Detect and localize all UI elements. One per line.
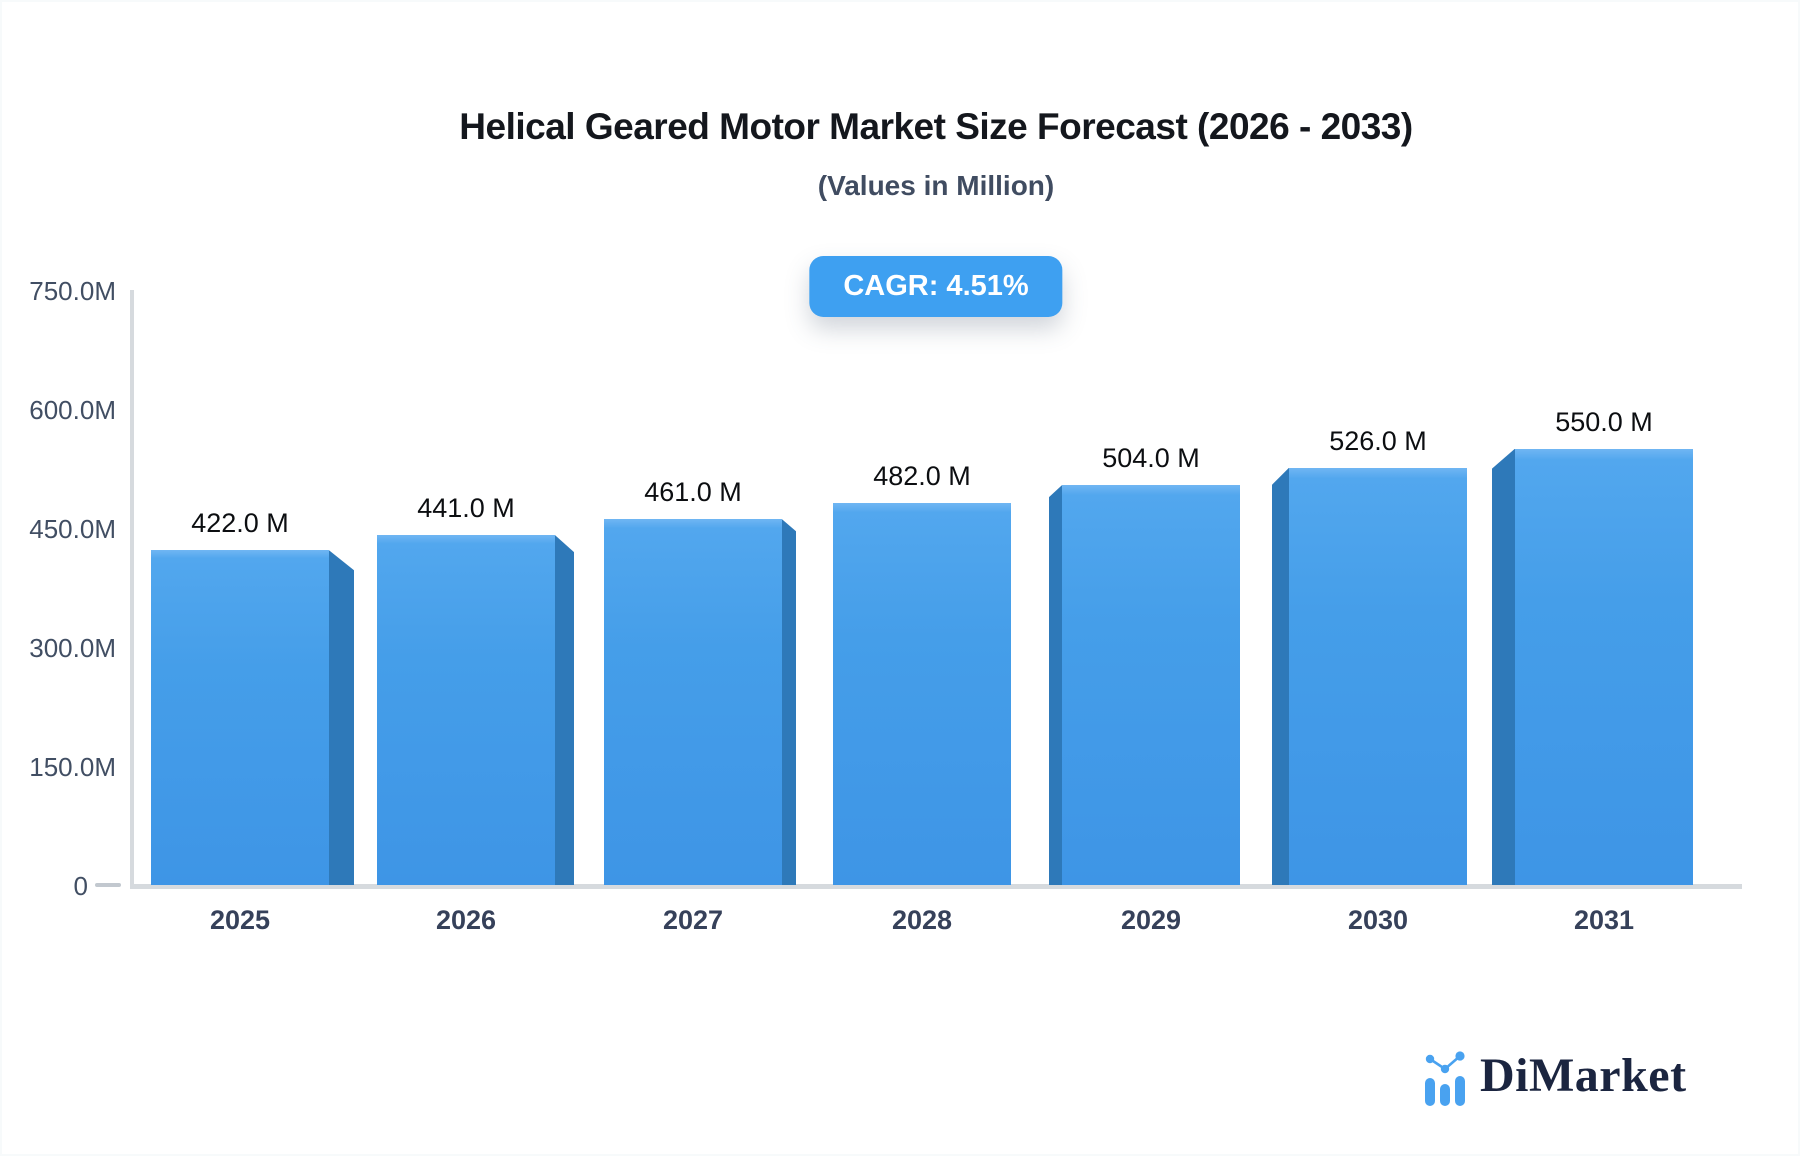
chart-subtitle: (Values in Million): [817, 170, 1055, 201]
brand-name: DiMarket: [1480, 1049, 1687, 1102]
bar-3d-side-2026: [555, 535, 574, 885]
y-axis-tick-label: 300.0M: [29, 633, 116, 663]
bar-value-label: 482.0 M: [873, 460, 971, 491]
y-axis-line: [130, 290, 134, 885]
zero-tick-mark: [95, 883, 121, 887]
bar-2029[interactable]: [1062, 485, 1240, 885]
bar-value-label: 461.0 M: [644, 477, 742, 508]
dimarket-logo-icon: [1425, 1051, 1465, 1106]
bar-2031[interactable]: [1515, 448, 1693, 885]
bar-2025[interactable]: [151, 550, 329, 885]
y-axis-tick-label: 450.0M: [29, 514, 116, 544]
y-axis-tick-label: 600.0M: [29, 395, 116, 425]
bar-2027[interactable]: [604, 519, 782, 885]
y-axis-tick-label: 150.0M: [29, 752, 116, 782]
x-axis-label-2026: 2026: [435, 905, 497, 935]
bar-3d-side-2027: [782, 519, 796, 885]
bar-value-label: 422.0 M: [191, 508, 289, 539]
bar-value-label: 526.0 M: [1329, 425, 1427, 456]
bar-2026[interactable]: [377, 535, 555, 885]
bar-3d-side-2025: [329, 550, 354, 885]
chart-title: Helical Geared Motor Market Size Forecas…: [459, 106, 1413, 147]
bar-value-label: 504.0 M: [1102, 443, 1200, 474]
bar-2030[interactable]: [1289, 467, 1467, 885]
cagr-badge: CAGR: 4.51%: [809, 256, 1063, 317]
bar-2028[interactable]: [833, 502, 1011, 885]
x-axis-label-2029: 2029: [1120, 905, 1182, 935]
x-axis-label-2030: 2030: [1347, 905, 1409, 935]
bar-value-label: 550.0 M: [1555, 406, 1653, 437]
brand-logo: DiMarket: [1422, 1040, 1687, 1106]
x-axis-label-2031: 2031: [1573, 905, 1635, 935]
x-axis-label-2027: 2027: [662, 905, 724, 935]
bar-3d-side-2029: [1049, 485, 1062, 885]
y-axis-tick-label: 0: [73, 871, 88, 901]
bar-3d-side-2030: [1272, 467, 1289, 885]
bar-value-label: 441.0 M: [417, 493, 515, 524]
bar-3d-side-2031: [1492, 448, 1515, 885]
x-axis-label-2028: 2028: [891, 905, 953, 935]
y-axis-tick-label: 750.0M: [29, 276, 116, 306]
x-axis-baseline: [130, 884, 1742, 889]
x-axis-label-2025: 2025: [209, 905, 271, 935]
